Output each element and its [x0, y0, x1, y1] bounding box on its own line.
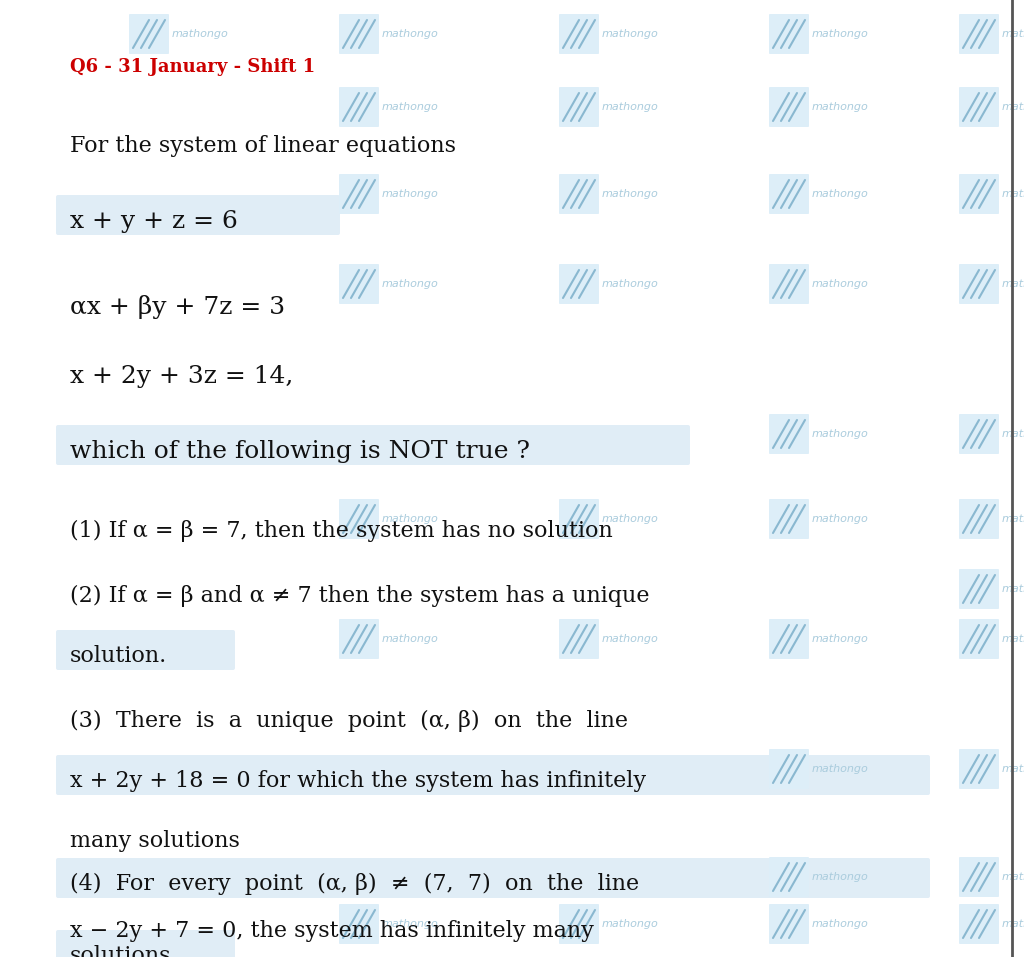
Text: x + y + z = 6: x + y + z = 6 [70, 210, 238, 233]
FancyBboxPatch shape [559, 264, 599, 304]
FancyBboxPatch shape [959, 569, 999, 609]
Text: mathongo: mathongo [1002, 584, 1024, 594]
Text: mathongo: mathongo [812, 29, 868, 39]
FancyBboxPatch shape [559, 174, 599, 214]
Text: For the system of linear equations: For the system of linear equations [70, 135, 456, 157]
FancyBboxPatch shape [959, 414, 999, 454]
Text: αx + βy + 7z = 3: αx + βy + 7z = 3 [70, 295, 285, 319]
FancyBboxPatch shape [56, 425, 690, 465]
FancyBboxPatch shape [959, 174, 999, 214]
Text: mathongo: mathongo [812, 634, 868, 644]
Text: mathongo: mathongo [602, 189, 658, 199]
Text: which of the following is NOT true ?: which of the following is NOT true ? [70, 440, 530, 463]
FancyBboxPatch shape [769, 87, 809, 127]
FancyBboxPatch shape [56, 858, 930, 898]
FancyBboxPatch shape [339, 619, 379, 659]
Text: mathongo: mathongo [602, 29, 658, 39]
Text: mathongo: mathongo [1002, 29, 1024, 39]
FancyBboxPatch shape [959, 87, 999, 127]
Text: mathongo: mathongo [382, 634, 438, 644]
Text: mathongo: mathongo [382, 102, 438, 112]
Text: mathongo: mathongo [812, 919, 868, 929]
FancyBboxPatch shape [56, 630, 234, 670]
Text: (2) If α = β and α ≠ 7 then the system has a unique: (2) If α = β and α ≠ 7 then the system h… [70, 585, 649, 607]
Text: mathongo: mathongo [1002, 514, 1024, 524]
Text: solutions.: solutions. [70, 945, 178, 957]
FancyBboxPatch shape [769, 174, 809, 214]
Text: (4)  For  every  point  (α, β)  ≠  (7,  7)  on  the  line: (4) For every point (α, β) ≠ (7, 7) on t… [70, 873, 639, 895]
Text: mathongo: mathongo [382, 514, 438, 524]
Text: mathongo: mathongo [382, 189, 438, 199]
Text: x + 2y + 18 = 0 for which the system has infinitely: x + 2y + 18 = 0 for which the system has… [70, 770, 646, 792]
FancyBboxPatch shape [959, 264, 999, 304]
FancyBboxPatch shape [339, 264, 379, 304]
Text: mathongo: mathongo [1002, 872, 1024, 882]
Text: mathongo: mathongo [812, 429, 868, 439]
FancyBboxPatch shape [339, 87, 379, 127]
Text: mathongo: mathongo [382, 279, 438, 289]
Text: mathongo: mathongo [1002, 102, 1024, 112]
FancyBboxPatch shape [959, 619, 999, 659]
FancyBboxPatch shape [56, 755, 930, 795]
FancyBboxPatch shape [559, 904, 599, 944]
Text: mathongo: mathongo [602, 102, 658, 112]
Text: mathongo: mathongo [812, 189, 868, 199]
FancyBboxPatch shape [56, 195, 340, 235]
FancyBboxPatch shape [559, 619, 599, 659]
Text: mathongo: mathongo [172, 29, 228, 39]
Text: mathongo: mathongo [382, 29, 438, 39]
FancyBboxPatch shape [339, 904, 379, 944]
FancyBboxPatch shape [339, 14, 379, 54]
Text: mathongo: mathongo [812, 872, 868, 882]
FancyBboxPatch shape [559, 14, 599, 54]
Text: mathongo: mathongo [382, 919, 438, 929]
Text: mathongo: mathongo [812, 764, 868, 774]
Text: x + 2y + 3z = 14,: x + 2y + 3z = 14, [70, 365, 293, 388]
FancyBboxPatch shape [559, 87, 599, 127]
Text: mathongo: mathongo [602, 634, 658, 644]
FancyBboxPatch shape [129, 14, 169, 54]
Text: mathongo: mathongo [812, 514, 868, 524]
FancyBboxPatch shape [769, 414, 809, 454]
FancyBboxPatch shape [769, 904, 809, 944]
FancyBboxPatch shape [959, 904, 999, 944]
FancyBboxPatch shape [56, 930, 234, 957]
FancyBboxPatch shape [959, 857, 999, 897]
Text: x − 2y + 7 = 0, the system has infinitely many: x − 2y + 7 = 0, the system has infinitel… [70, 920, 594, 942]
FancyBboxPatch shape [959, 14, 999, 54]
Text: mathongo: mathongo [1002, 279, 1024, 289]
FancyBboxPatch shape [959, 749, 999, 789]
FancyBboxPatch shape [339, 499, 379, 539]
Text: mathongo: mathongo [1002, 429, 1024, 439]
Text: Q6 - 31 January - Shift 1: Q6 - 31 January - Shift 1 [70, 58, 315, 76]
Text: mathongo: mathongo [1002, 189, 1024, 199]
FancyBboxPatch shape [769, 619, 809, 659]
FancyBboxPatch shape [959, 499, 999, 539]
FancyBboxPatch shape [339, 174, 379, 214]
FancyBboxPatch shape [769, 857, 809, 897]
FancyBboxPatch shape [559, 499, 599, 539]
Text: mathongo: mathongo [812, 279, 868, 289]
Text: mathongo: mathongo [602, 919, 658, 929]
Text: mathongo: mathongo [1002, 634, 1024, 644]
Text: (3)  There  is  a  unique  point  (α, β)  on  the  line: (3) There is a unique point (α, β) on th… [70, 710, 628, 732]
Text: mathongo: mathongo [1002, 919, 1024, 929]
Text: mathongo: mathongo [1002, 764, 1024, 774]
FancyBboxPatch shape [769, 499, 809, 539]
Text: mathongo: mathongo [602, 279, 658, 289]
Text: many solutions: many solutions [70, 830, 240, 852]
Text: mathongo: mathongo [812, 102, 868, 112]
FancyBboxPatch shape [769, 264, 809, 304]
FancyBboxPatch shape [769, 749, 809, 789]
Text: mathongo: mathongo [602, 514, 658, 524]
Text: (1) If α = β = 7, then the system has no solution: (1) If α = β = 7, then the system has no… [70, 520, 612, 542]
FancyBboxPatch shape [769, 14, 809, 54]
Text: solution.: solution. [70, 645, 167, 667]
